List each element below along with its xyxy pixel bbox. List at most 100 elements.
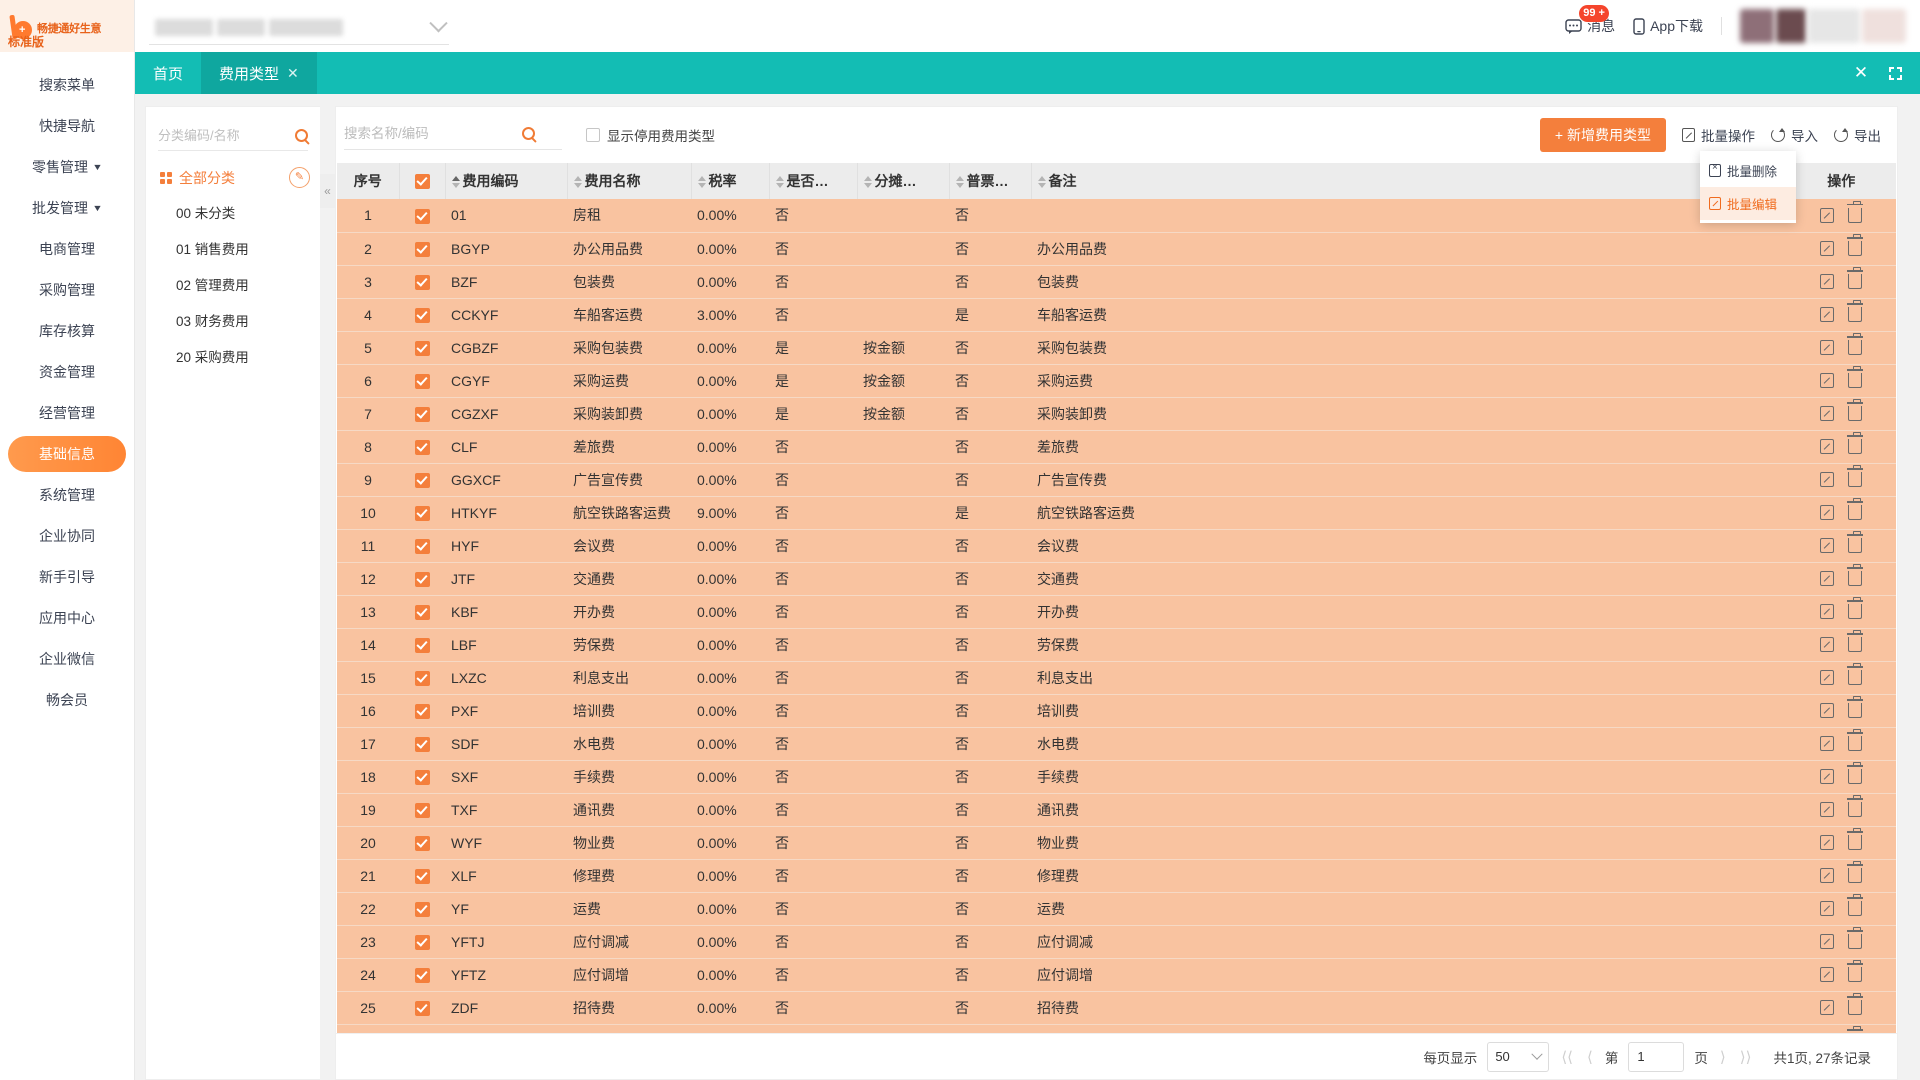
sidebar-item-6[interactable]: 库存核算 (8, 313, 126, 349)
row-checkbox[interactable] (399, 628, 445, 662)
delete-icon[interactable] (1847, 696, 1863, 718)
next-page-button[interactable]: ⟩ (1719, 1048, 1726, 1066)
row-checkbox[interactable] (399, 760, 445, 794)
sidebar-item-14[interactable]: 企业微信 (8, 641, 126, 677)
table-row[interactable]: 14 LBF 劳保费 0.00% 否否劳保费 (337, 628, 1896, 662)
edit-icon[interactable] (1820, 472, 1834, 487)
table-row[interactable]: 6 CGYF 采购运费 0.00% 是按金额否采购运费 (337, 364, 1896, 398)
table-row[interactable]: 24 YFTZ 应付调增 0.00% 否否应付调增 (337, 958, 1896, 992)
avatar[interactable] (1740, 9, 1906, 43)
row-checkbox[interactable] (399, 958, 445, 992)
row-checkbox[interactable] (399, 463, 445, 497)
category-all[interactable]: 全部分类 ✎ (146, 151, 320, 194)
row-checkbox[interactable] (399, 199, 445, 233)
category-search-input[interactable] (158, 128, 278, 143)
row-checkbox[interactable] (399, 397, 445, 431)
first-page-button[interactable]: ⟨⟨ (1561, 1048, 1574, 1066)
col-name[interactable]: 费用名称 (567, 163, 692, 199)
delete-icon[interactable] (1847, 597, 1863, 619)
checkbox-checked-icon[interactable] (414, 736, 430, 752)
sidebar-item-11[interactable]: 企业协同 (8, 518, 126, 554)
sidebar-item-5[interactable]: 采购管理 (8, 272, 126, 308)
checkbox-checked-icon[interactable] (414, 670, 430, 686)
table-row[interactable]: 18 SXF 手续费 0.00% 否否手续费 (337, 760, 1896, 794)
delete-icon[interactable] (1847, 663, 1863, 685)
row-checkbox[interactable] (399, 298, 445, 332)
edit-icon[interactable] (1820, 802, 1834, 817)
export-button[interactable]: 导出 (1834, 125, 1881, 145)
checkbox-checked-icon[interactable] (414, 901, 430, 917)
delete-icon[interactable] (1847, 729, 1863, 751)
row-checkbox[interactable] (399, 727, 445, 761)
category-item-1[interactable]: 01 销售费用 (176, 242, 249, 257)
checkbox-checked-icon[interactable] (414, 604, 430, 620)
category-item-0[interactable]: 00 未分类 (176, 206, 236, 221)
sidebar-item-0[interactable]: 搜索菜单 (8, 67, 126, 103)
row-checkbox[interactable] (399, 562, 445, 596)
delete-icon[interactable] (1847, 531, 1863, 553)
prev-page-button[interactable]: ⟨ (1587, 1048, 1593, 1066)
checkbox-checked-icon[interactable] (414, 340, 430, 356)
search-icon[interactable] (522, 127, 535, 140)
checkbox-checked-icon[interactable] (414, 802, 430, 818)
category-item-2[interactable]: 02 管理费用 (176, 278, 249, 293)
row-checkbox[interactable] (399, 991, 445, 1025)
table-row[interactable]: 5 CGBZF 采购包装费 0.00% 是按金额否采购包装费 (337, 331, 1896, 365)
table-row[interactable]: 13 KBF 开办费 0.00% 否否开办费 (337, 595, 1896, 629)
row-checkbox[interactable] (399, 595, 445, 629)
delete-icon[interactable] (1847, 861, 1863, 883)
edit-icon[interactable] (1820, 604, 1834, 619)
delete-icon[interactable] (1847, 927, 1863, 949)
table-row[interactable]: 21 XLF 修理费 0.00% 否否修理费 (337, 859, 1896, 893)
delete-icon[interactable] (1847, 300, 1863, 322)
table-row[interactable]: 1 01 房租 0.00% 否否 (337, 199, 1896, 233)
row-checkbox[interactable] (399, 661, 445, 695)
checkbox-checked-icon[interactable] (414, 241, 430, 257)
table-search[interactable] (344, 120, 562, 150)
delete-icon[interactable] (1847, 200, 1863, 223)
tab-expense-type[interactable]: 费用类型 ✕ (201, 52, 317, 94)
table-row[interactable]: 26ZXF装卸费0.00%否否装卸费 (337, 1024, 1896, 1033)
edit-icon[interactable] (1820, 373, 1834, 388)
checkbox-checked-icon[interactable] (414, 835, 430, 851)
batch-operations-button[interactable]: 批量操作 (1682, 125, 1755, 145)
select-all-checkbox[interactable] (414, 174, 430, 190)
page-number-input[interactable] (1628, 1041, 1685, 1072)
edit-icon[interactable] (1820, 207, 1834, 223)
edit-icon[interactable] (1820, 439, 1834, 454)
col-remark[interactable]: 备注 (1031, 163, 1787, 199)
row-checkbox[interactable] (399, 364, 445, 398)
edit-icon[interactable] (1820, 901, 1834, 916)
sidebar-item-15[interactable]: 畅会员 (8, 682, 126, 718)
delete-icon[interactable] (1847, 498, 1863, 520)
edit-icon[interactable] (1820, 505, 1834, 520)
sidebar-item-basic-info[interactable]: 基础信息 (8, 436, 126, 472)
sidebar-item-4[interactable]: 电商管理 (8, 231, 126, 267)
delete-icon[interactable] (1847, 267, 1863, 289)
sidebar-item-10[interactable]: 系统管理 (8, 477, 126, 513)
edit-icon[interactable] (1820, 1000, 1834, 1015)
messages-button[interactable]: 消息 99 + (1565, 5, 1615, 36)
checkbox-checked-icon[interactable] (414, 538, 430, 554)
category-item-4[interactable]: 20 采购费用 (176, 350, 249, 365)
sidebar-item-2[interactable]: 零售管理 ▼ (8, 149, 126, 185)
edit-icon[interactable] (1820, 736, 1834, 751)
edit-icon[interactable] (1820, 538, 1834, 553)
checkbox-checked-icon[interactable] (414, 967, 430, 983)
sidebar-item-1[interactable]: 快捷导航 (8, 108, 126, 144)
batch-edit-menu-item[interactable]: 批量编辑 (1700, 187, 1796, 220)
edit-icon[interactable] (1820, 835, 1834, 850)
checkbox-checked-icon[interactable] (414, 868, 430, 884)
checkbox-checked-icon[interactable] (414, 1000, 430, 1016)
edit-icon[interactable] (1820, 769, 1834, 784)
table-row[interactable]: 2 BGYP 办公用品费 0.00% 否否办公用品费 (337, 232, 1896, 266)
table-row[interactable]: 8 CLF 差旅费 0.00% 否否差旅费 (337, 430, 1896, 464)
col-allocation-mode[interactable]: 分摊… (857, 163, 950, 199)
fullscreen-button[interactable] (1880, 58, 1910, 88)
edit-icon[interactable] (1820, 406, 1834, 421)
col-select-all[interactable] (399, 163, 446, 199)
sidebar-item-13[interactable]: 应用中心 (8, 600, 126, 636)
category-item-3[interactable]: 03 财务费用 (176, 314, 249, 329)
checkbox-checked-icon[interactable] (414, 208, 430, 224)
row-checkbox[interactable] (399, 1024, 445, 1033)
